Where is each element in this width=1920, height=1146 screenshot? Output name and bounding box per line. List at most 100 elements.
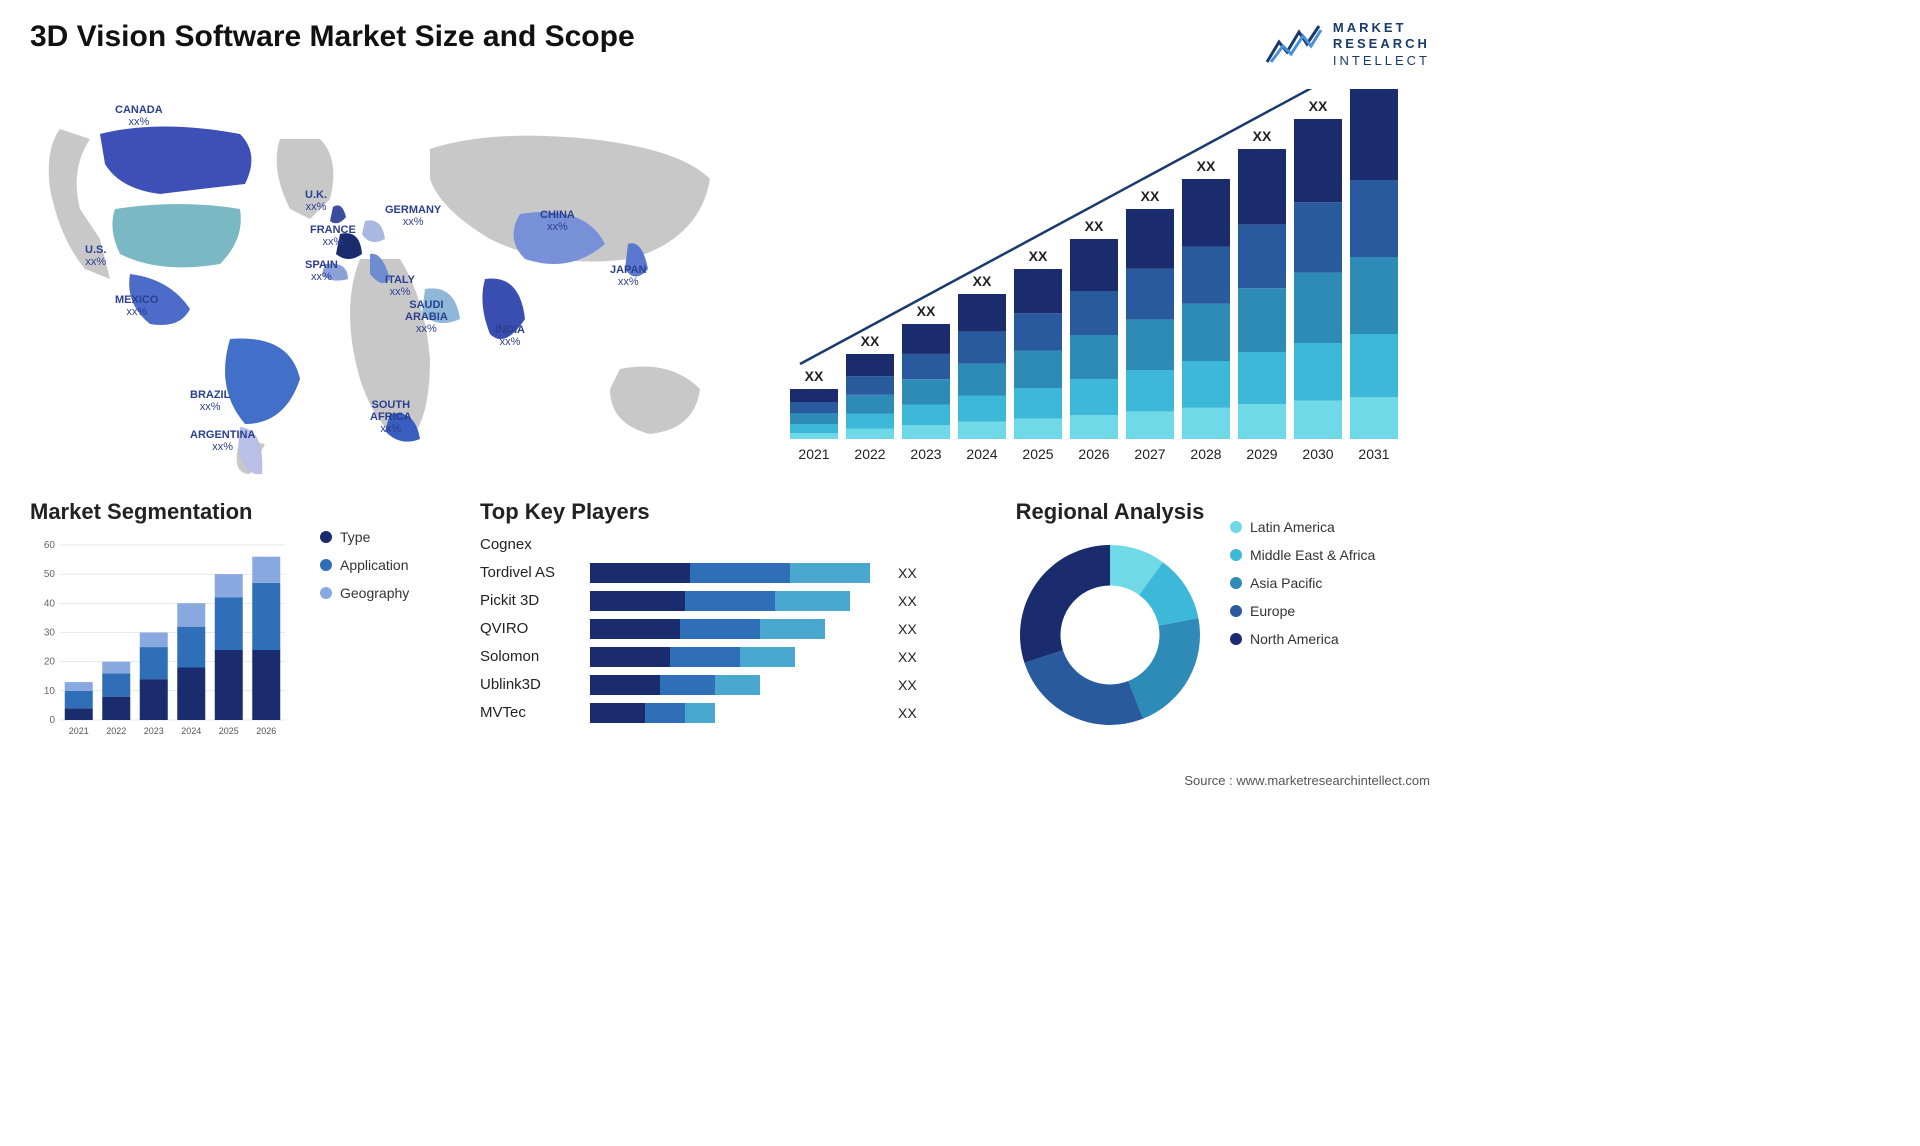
- svg-text:20: 20: [44, 656, 56, 667]
- map-label: JAPANxx%: [610, 264, 646, 288]
- svg-text:2022: 2022: [106, 726, 126, 736]
- logo-icon: [1265, 22, 1325, 66]
- legend-item: Europe: [1230, 603, 1430, 619]
- players-list: CognexTordivel ASXXPickit 3DXXQVIROXXSol…: [480, 535, 980, 723]
- regional-title: Regional Analysis: [1010, 499, 1210, 525]
- player-bar: [590, 563, 890, 583]
- player-bar: [590, 591, 890, 611]
- svg-text:2031: 2031: [1358, 446, 1389, 462]
- player-row: Ublink3D XX: [480, 675, 980, 695]
- player-value: XX: [890, 677, 930, 693]
- svg-text:2021: 2021: [69, 726, 89, 736]
- legend-item: Middle East & Africa: [1230, 547, 1430, 563]
- map-label: ARGENTINAxx%: [190, 429, 255, 453]
- svg-text:2029: 2029: [1246, 446, 1277, 462]
- player-name: Pickit 3D: [480, 592, 590, 609]
- svg-text:2024: 2024: [966, 446, 997, 462]
- svg-text:60: 60: [44, 540, 56, 551]
- player-value: XX: [890, 649, 930, 665]
- logo: MARKET RESEARCH INTELLECT: [1265, 20, 1430, 69]
- legend-item: Geography: [320, 585, 450, 601]
- svg-text:XX: XX: [805, 368, 824, 384]
- player-row: Pickit 3D XX: [480, 591, 980, 611]
- logo-line2: RESEARCH: [1333, 36, 1430, 52]
- svg-text:2021: 2021: [798, 446, 829, 462]
- svg-text:XX: XX: [1085, 218, 1104, 234]
- svg-text:0: 0: [49, 715, 55, 726]
- svg-text:2026: 2026: [256, 726, 276, 736]
- map-label: CHINAxx%: [540, 209, 575, 233]
- svg-text:XX: XX: [1253, 128, 1272, 144]
- player-bar: [590, 619, 890, 639]
- map-label: ITALYxx%: [385, 274, 415, 298]
- player-value: XX: [890, 565, 930, 581]
- player-bar: [590, 647, 890, 667]
- svg-text:2027: 2027: [1134, 446, 1165, 462]
- player-value: XX: [890, 621, 930, 637]
- svg-text:30: 30: [44, 627, 56, 638]
- player-name: Tordivel AS: [480, 564, 590, 581]
- svg-text:XX: XX: [1141, 188, 1160, 204]
- player-row: Cognex: [480, 535, 980, 555]
- svg-text:2028: 2028: [1190, 446, 1221, 462]
- player-bar: [590, 703, 890, 723]
- svg-text:2025: 2025: [1022, 446, 1053, 462]
- segmentation-title: Market Segmentation: [30, 499, 305, 525]
- map-label: SAUDIARABIAxx%: [405, 299, 448, 335]
- svg-text:2024: 2024: [181, 726, 201, 736]
- players-title: Top Key Players: [480, 499, 980, 525]
- player-name: Ublink3D: [480, 676, 590, 693]
- map-label: BRAZILxx%: [190, 389, 230, 413]
- player-value: XX: [890, 593, 930, 609]
- svg-text:2023: 2023: [910, 446, 941, 462]
- map-label: CANADAxx%: [115, 104, 163, 128]
- page-title: 3D Vision Software Market Size and Scope: [30, 20, 635, 54]
- logo-line1: MARKET: [1333, 20, 1430, 36]
- map-label: SOUTHAFRICAxx%: [370, 399, 412, 435]
- svg-text:2022: 2022: [854, 446, 885, 462]
- regional-donut: [1010, 535, 1210, 735]
- map-label: U.S.xx%: [85, 244, 106, 268]
- svg-text:50: 50: [44, 569, 56, 580]
- svg-text:XX: XX: [917, 303, 936, 319]
- map-label: GERMANYxx%: [385, 204, 441, 228]
- growth-chart: XX 2021 XX 2022 XX 2023 XX 2024 XX 2025 XX 2026 XX 20…: [750, 79, 1460, 479]
- legend-item: Type: [320, 529, 450, 545]
- svg-text:2023: 2023: [144, 726, 164, 736]
- svg-text:40: 40: [44, 598, 56, 609]
- svg-text:10: 10: [44, 686, 56, 697]
- player-row: QVIRO XX: [480, 619, 980, 639]
- player-value: XX: [890, 705, 930, 721]
- legend-item: Asia Pacific: [1230, 575, 1430, 591]
- svg-text:2030: 2030: [1302, 446, 1333, 462]
- svg-text:XX: XX: [1197, 158, 1216, 174]
- svg-text:XX: XX: [973, 273, 992, 289]
- legend-item: Application: [320, 557, 450, 573]
- player-row: Tordivel AS XX: [480, 563, 980, 583]
- map-label: INDIAxx%: [495, 324, 525, 348]
- svg-text:XX: XX: [1309, 98, 1328, 114]
- player-name: Cognex: [480, 536, 590, 553]
- svg-text:XX: XX: [861, 333, 880, 349]
- player-bar: [590, 675, 890, 695]
- player-name: Solomon: [480, 648, 590, 665]
- map-label: FRANCExx%: [310, 224, 356, 248]
- legend-item: North America: [1230, 631, 1430, 647]
- player-name: MVTec: [480, 704, 590, 721]
- logo-line3: INTELLECT: [1333, 53, 1430, 69]
- regional-legend: Latin America Middle East & Africa Asia Pa…: [1230, 499, 1430, 759]
- segmentation-legend: Type Application Geography: [320, 499, 450, 759]
- legend-item: Latin America: [1230, 519, 1430, 535]
- svg-text:XX: XX: [1029, 248, 1048, 264]
- map-label: U.K.xx%: [305, 189, 327, 213]
- player-row: MVTec XX: [480, 703, 980, 723]
- world-map: CANADAxx% U.S.xx% MEXICOxx% BRAZILxx% ARGENT…: [30, 79, 730, 479]
- svg-text:2025: 2025: [219, 726, 239, 736]
- source-text: Source : www.marketresearchintellect.com: [1184, 773, 1430, 788]
- map-label: SPAINxx%: [305, 259, 338, 283]
- player-row: Solomon XX: [480, 647, 980, 667]
- map-label: MEXICOxx%: [115, 294, 158, 318]
- player-name: QVIRO: [480, 620, 590, 637]
- segmentation-chart: 0 10 20 30 40 50 60 2021 2022 2023 2024 2025 2026: [30, 535, 290, 745]
- svg-text:2026: 2026: [1078, 446, 1109, 462]
